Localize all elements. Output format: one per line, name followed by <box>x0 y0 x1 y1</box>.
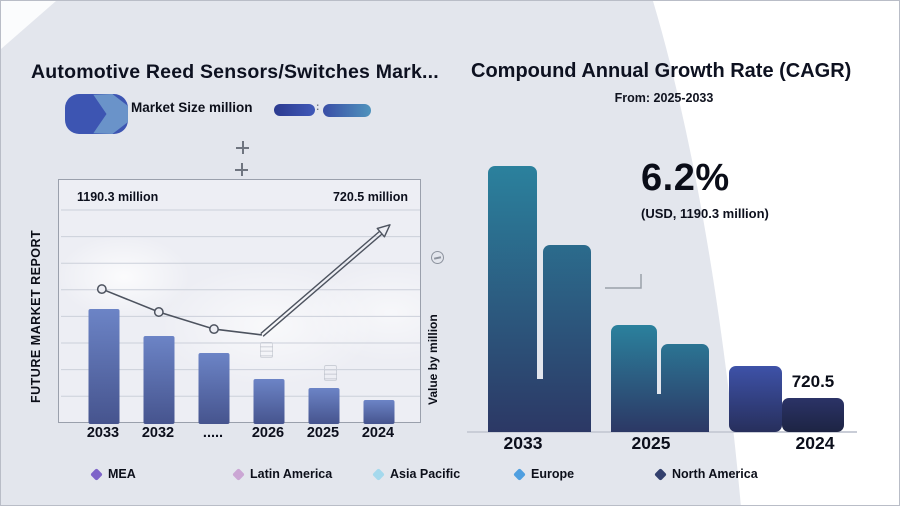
diamond-icon <box>654 467 667 481</box>
legend-item: North America <box>654 467 758 481</box>
legend-label: MEA <box>108 467 136 481</box>
legend-item: Latin America <box>232 467 333 481</box>
market-size-chart-canvas <box>61 209 420 424</box>
cagr-detail: (USD, 1190.3 million) <box>641 206 769 221</box>
market-size-bar <box>198 353 230 424</box>
growth-arrow-shaft <box>260 230 381 335</box>
cagr-chart <box>461 131 871 456</box>
market-size-bar <box>88 309 120 424</box>
cagr-bar-end <box>543 245 591 432</box>
right-axis-title: Value by million <box>426 314 440 406</box>
cagr-bar-start <box>488 166 537 432</box>
market-size-bar <box>308 388 340 424</box>
plus-icon <box>236 141 249 154</box>
right-chart-subtitle: From: 2025-2033 <box>614 91 714 105</box>
end-value-annotation: 720.5 million <box>332 190 408 204</box>
x-axis-label: 2026 <box>251 425 285 441</box>
diamond-icon <box>372 467 385 481</box>
legend-label: Europe <box>531 467 575 481</box>
callout-bracket <box>605 274 642 289</box>
diamond-icon <box>90 467 103 481</box>
pill-separator: : <box>316 102 320 113</box>
left-chart-title: Automotive Reed Sensors/Switches Mark... <box>31 61 439 83</box>
x-axis-label: 2024 <box>361 425 395 441</box>
start-value-annotation: 1190.3 million <box>77 190 159 204</box>
decor-pill-icon <box>323 104 371 117</box>
legend-item: Asia Pacific <box>372 467 461 481</box>
x-axis-label: 2025 <box>306 425 340 441</box>
plus-icon <box>235 163 248 176</box>
legend-label: Asia Pacific <box>390 467 461 481</box>
growth-arrow-shaft <box>262 233 383 337</box>
left-axis-title: FUTURE MARKET REPORT <box>29 229 43 403</box>
x-axis-label: 2032 <box>141 425 175 441</box>
market-size-bar <box>363 400 395 424</box>
trend-line <box>101 288 263 336</box>
trend-marker <box>96 284 107 295</box>
diamond-icon <box>232 467 245 481</box>
x-axis-label: ..... <box>202 425 224 441</box>
trend-marker <box>153 307 164 317</box>
trend-marker <box>209 324 219 335</box>
x-axis-label: 2033 <box>86 425 120 441</box>
x-axis-label: 2024 <box>795 433 835 453</box>
cagr-value: 6.2% <box>641 157 730 199</box>
zoom-out-icon <box>431 251 444 264</box>
decor-pill-icon <box>274 104 315 116</box>
cagr-bar-end <box>782 398 844 432</box>
x-axis-label: 2033 <box>503 433 543 453</box>
cagr-bar-start <box>611 325 657 432</box>
cagr-chart-canvas <box>467 166 857 433</box>
legend-label: North America <box>672 467 758 481</box>
right-chart-title: Compound Annual Growth Rate (CAGR) <box>471 60 852 82</box>
legend-item: MEA <box>90 467 136 481</box>
end-value-label: 720.5 <box>791 372 835 391</box>
market-size-bar <box>143 336 175 424</box>
corner-triangle-shape <box>1 1 56 49</box>
cagr-bar-end <box>661 344 709 432</box>
arrow-head-icon <box>376 224 391 238</box>
diamond-icon <box>513 467 526 481</box>
brand-logo-icon <box>65 94 128 134</box>
legend-label: Latin America <box>250 467 333 481</box>
legend-item: Europe <box>513 467 575 481</box>
x-axis-label: 2025 <box>631 433 671 453</box>
market-size-badge-label: Market Size million <box>131 100 253 115</box>
market-size-bar <box>253 379 285 424</box>
cagr-bar-start <box>729 366 782 432</box>
market-size-panel: 1190.3 million 720.5 million <box>58 179 421 424</box>
watermark-doc-icon <box>324 365 337 381</box>
